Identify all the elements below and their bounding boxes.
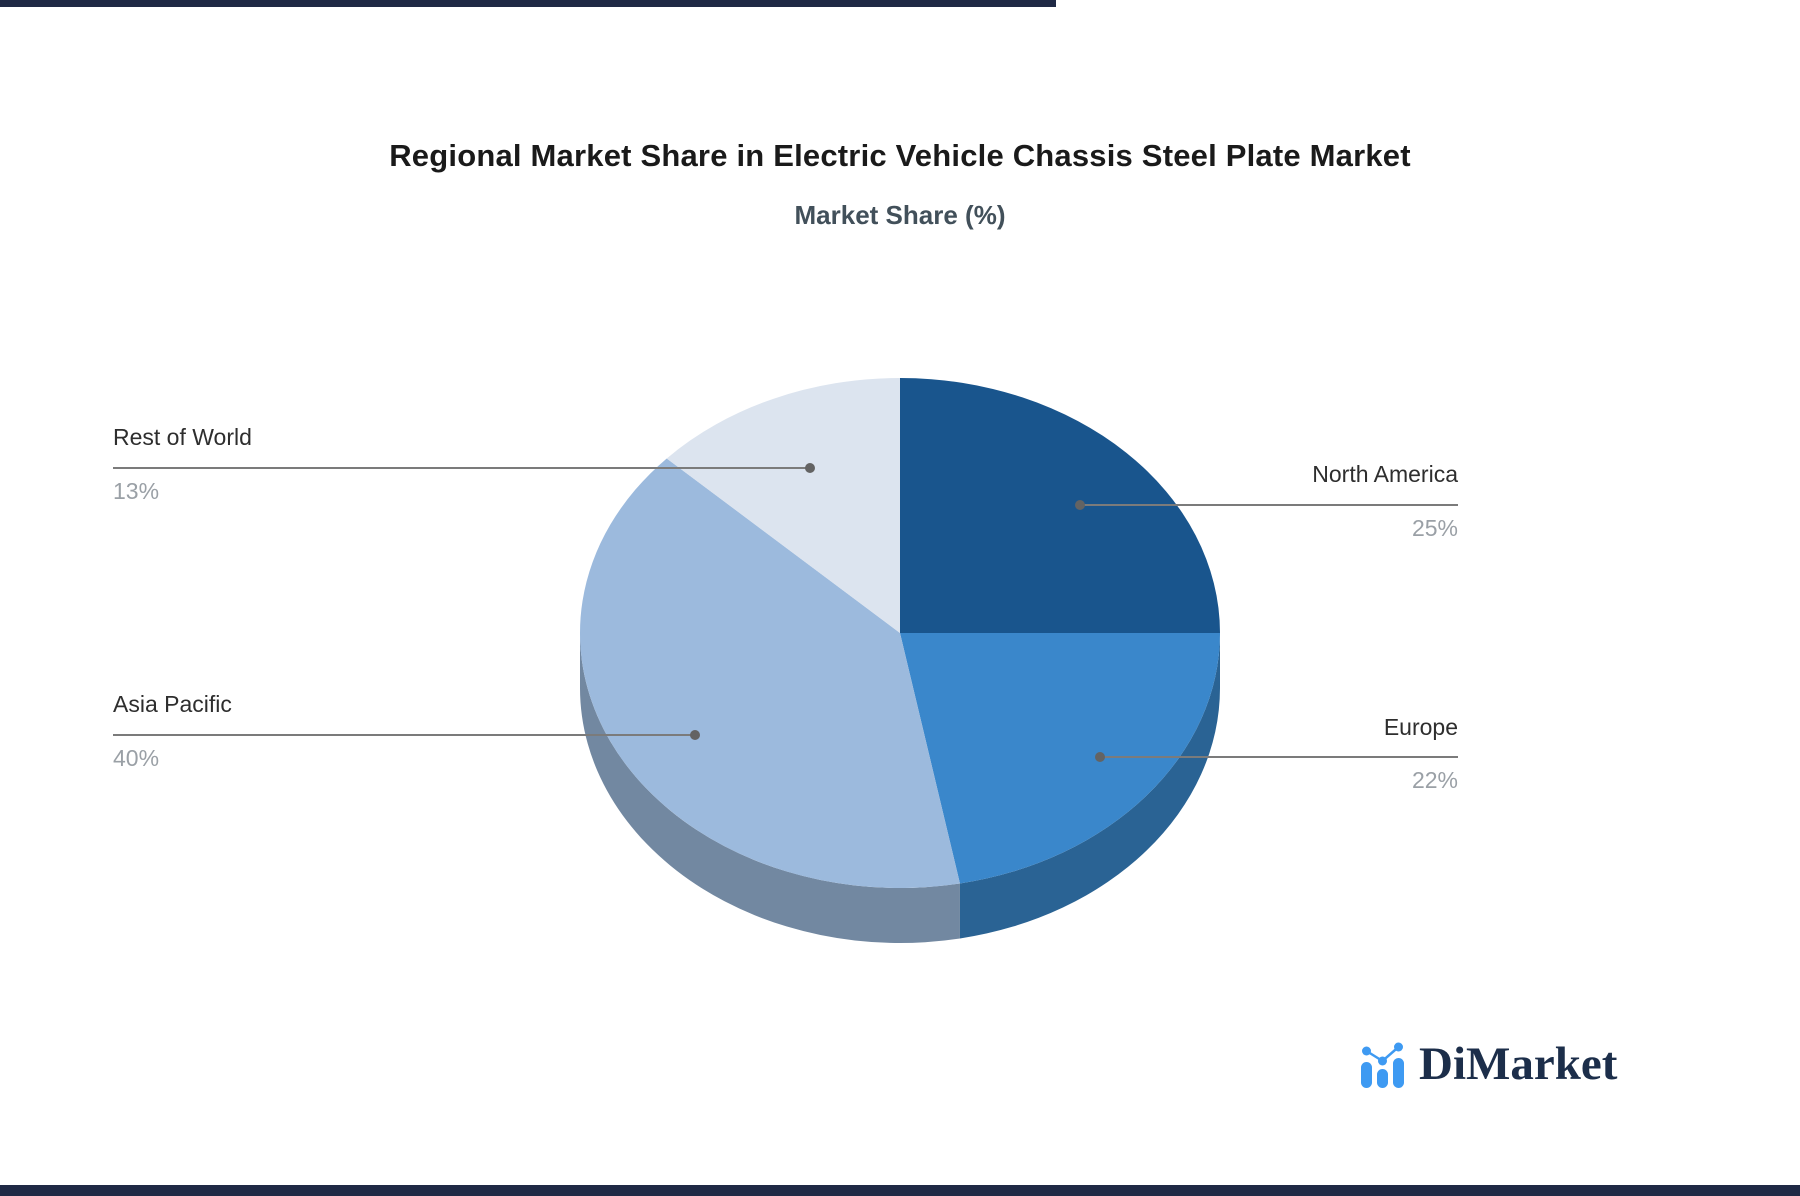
- callout-value-north-america: 25%: [1411, 515, 1458, 541]
- logo-bar-3: [1393, 1058, 1404, 1088]
- callout-value-asia-pacific: 40%: [113, 745, 160, 771]
- callout-value-europe: 22%: [1411, 767, 1458, 793]
- leader-dot-rest-of-world: [805, 463, 815, 473]
- logo-dot-3: [1394, 1042, 1403, 1052]
- callout-label-rest-of-world: Rest of World: [113, 424, 252, 450]
- chart-subtitle: Market Share (%): [794, 200, 1006, 230]
- logo-dot-2: [1378, 1056, 1387, 1066]
- bottom-edge-bar: [0, 1185, 1800, 1196]
- bar-line-chart-icon: [1361, 1042, 1404, 1088]
- pie-slice-europe[interactable]: [900, 633, 1220, 884]
- pie-slice-side-asia-pacific: [580, 633, 960, 943]
- pie-slice-north-america[interactable]: [900, 378, 1220, 633]
- leader-dot-europe: [1095, 752, 1105, 762]
- logo-bar-2: [1377, 1069, 1388, 1088]
- leader-dot-asia-pacific: [690, 730, 700, 740]
- dimarket-logo: DiMarket: [1358, 1034, 1617, 1090]
- logo-text: DiMarket: [1419, 1038, 1618, 1090]
- callout-value-rest-of-world: 13%: [113, 478, 160, 504]
- pie-slice-asia-pacific[interactable]: [579, 458, 960, 889]
- logo-bar-1: [1361, 1062, 1372, 1088]
- pie-slice-rest-of-world[interactable]: [666, 378, 900, 633]
- callout-label-europe: Europe: [1383, 714, 1458, 740]
- callout-label-north-america: North America: [1312, 461, 1458, 487]
- leader-dot-north-america: [1075, 500, 1085, 510]
- chart-title: Regional Market Share in Electric Vehicl…: [389, 138, 1411, 173]
- pie-slice-side-europe: [959, 633, 1220, 939]
- logo-dot-1: [1362, 1046, 1371, 1056]
- callout-label-asia-pacific: Asia Pacific: [113, 691, 232, 717]
- top-edge-bar: [0, 0, 1056, 7]
